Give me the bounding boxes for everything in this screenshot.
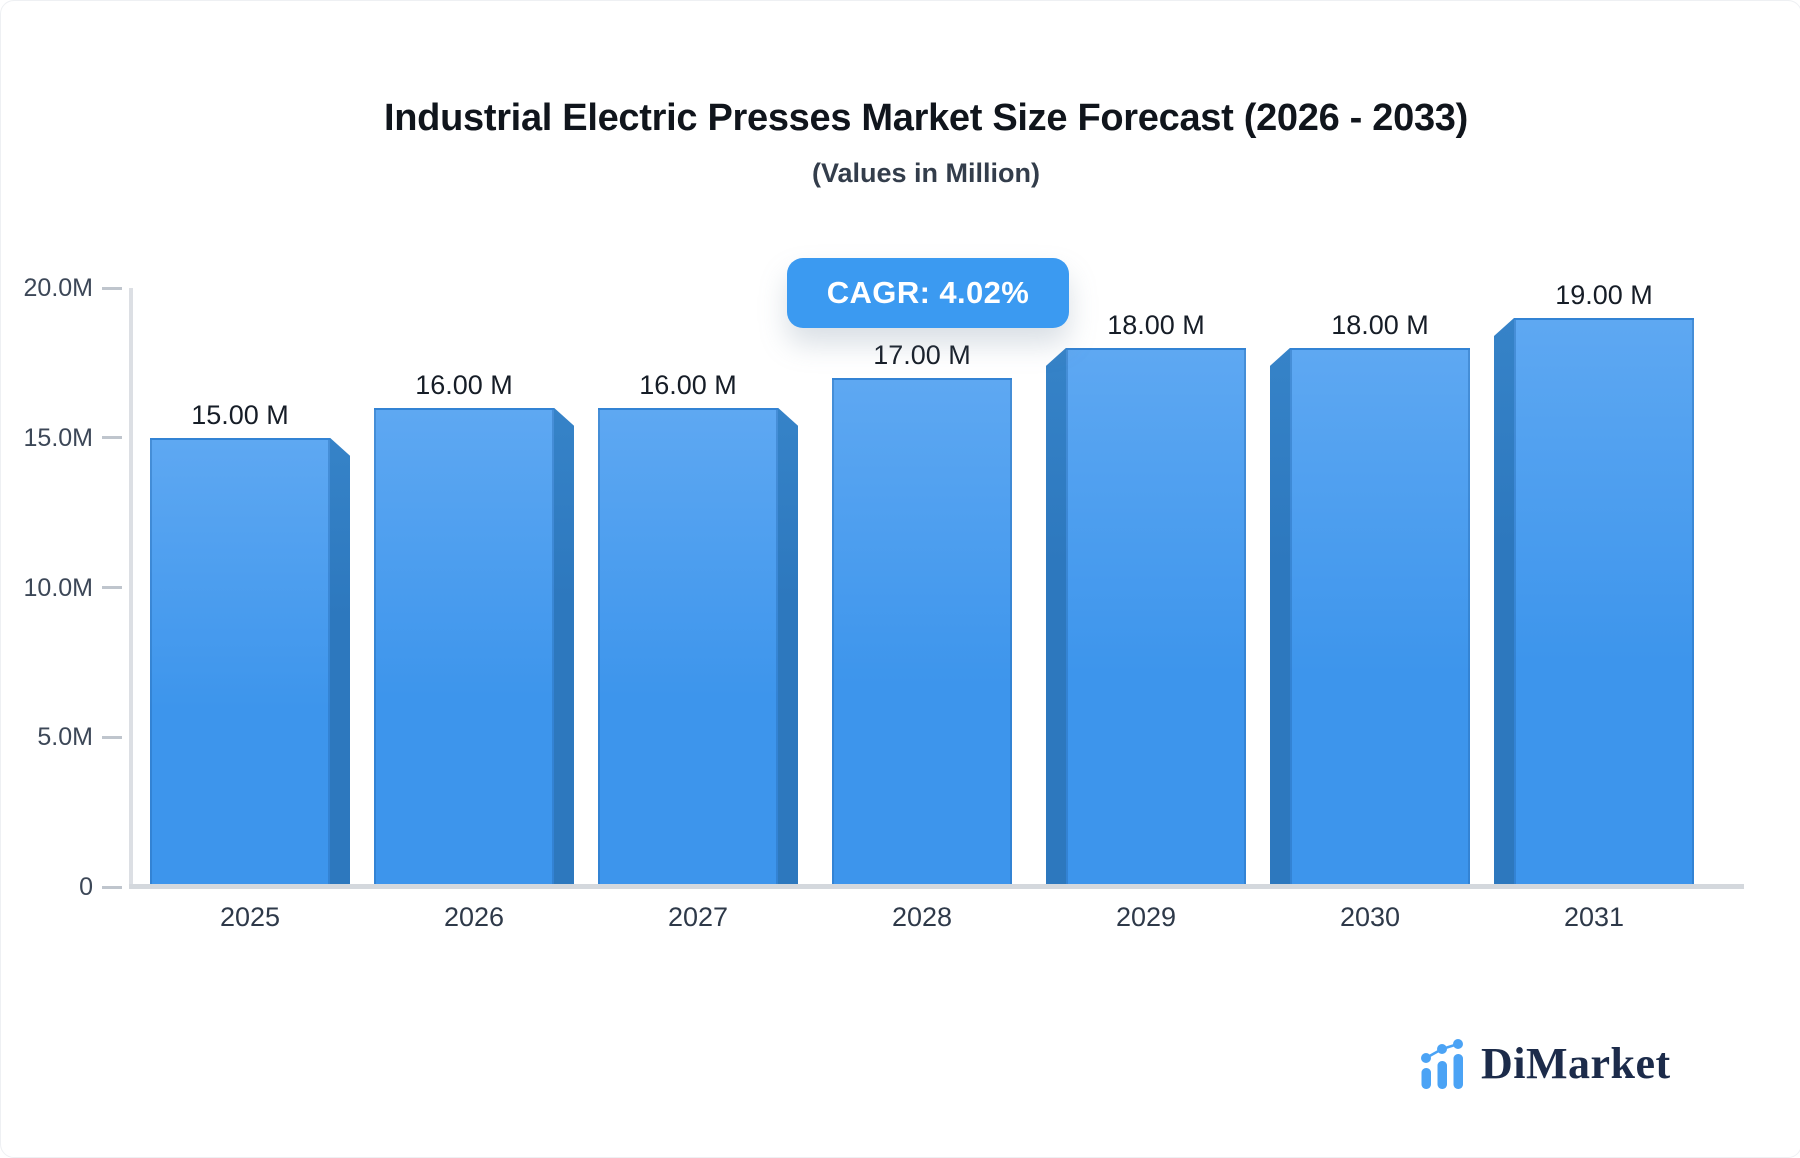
bar-face bbox=[374, 407, 554, 887]
dimarket-logo[interactable]: DiMarket bbox=[1421, 1039, 1671, 1089]
y-tick-label: 5.0M bbox=[37, 723, 93, 752]
bar-face bbox=[1066, 347, 1246, 887]
x-tick-label-2027: 2027 bbox=[667, 902, 729, 932]
y-tick-label: 20.0M bbox=[23, 274, 93, 302]
bar-2031 bbox=[1494, 317, 1694, 887]
bar-value-label: 19.00 M bbox=[1555, 279, 1653, 310]
bar-value-label: 18.00 M bbox=[1331, 309, 1429, 340]
bar-value-label: 18.00 M bbox=[1107, 309, 1205, 340]
bar-face bbox=[150, 437, 330, 887]
x-tick-label-2028: 2028 bbox=[891, 902, 953, 932]
x-tick-label-2026: 2026 bbox=[443, 902, 505, 932]
dimarket-logo-text: DiMarket bbox=[1481, 1039, 1671, 1088]
bar-2029 bbox=[1046, 347, 1246, 887]
x-tick-label-2030: 2030 bbox=[1339, 902, 1401, 932]
bar-value-label: 16.00 M bbox=[639, 369, 737, 400]
y-tick-mark bbox=[102, 436, 122, 440]
bar-value-label: 16.00 M bbox=[415, 369, 513, 400]
x-tick-label-2031: 2031 bbox=[1563, 902, 1625, 932]
bar-face bbox=[598, 407, 778, 887]
bar-side-face bbox=[330, 437, 350, 887]
bar-2030 bbox=[1270, 347, 1470, 887]
bar-side-face bbox=[1046, 347, 1066, 887]
bar-chart-logo-icon bbox=[1421, 1039, 1463, 1089]
bar-2027 bbox=[598, 407, 798, 887]
x-tick-label-2029: 2029 bbox=[1115, 902, 1177, 932]
x-axis-line bbox=[129, 884, 1744, 889]
y-tick-mark bbox=[102, 286, 122, 290]
y-axis-line bbox=[129, 288, 133, 888]
bar-value-label: 15.00 M bbox=[191, 399, 289, 430]
x-tick-label-2025: 2025 bbox=[219, 902, 281, 932]
bar-2026 bbox=[374, 407, 574, 887]
y-tick-label: 0 bbox=[79, 873, 93, 901]
y-tick-mark bbox=[102, 586, 122, 589]
bar-side-face bbox=[1270, 347, 1290, 887]
cagr-badge: CAGR: 4.02% bbox=[787, 258, 1069, 328]
bar-side-face bbox=[778, 407, 798, 887]
chart-subtitle: (Values in Million) bbox=[811, 158, 1041, 188]
bar-2028 bbox=[832, 377, 1012, 887]
bar-face bbox=[1514, 317, 1694, 887]
bar-side-face bbox=[554, 407, 574, 887]
y-tick-label: 10.0M bbox=[23, 573, 93, 602]
chart-header: Industrial Electric Presses Market Size … bbox=[384, 97, 1468, 189]
chart-title: Industrial Electric Presses Market Size … bbox=[384, 97, 1468, 139]
bar-side-face bbox=[1494, 317, 1514, 887]
bar-2025 bbox=[150, 437, 350, 887]
bar-face bbox=[1290, 347, 1470, 887]
y-tick-mark bbox=[102, 735, 122, 739]
bar-value-label: 17.00 M bbox=[873, 339, 971, 370]
y-tick-label: 15.0M bbox=[23, 423, 93, 452]
cagr-badge-label: CAGR: 4.02% bbox=[826, 275, 1030, 310]
bar-face bbox=[832, 377, 1012, 887]
y-tick-mark bbox=[102, 885, 122, 889]
